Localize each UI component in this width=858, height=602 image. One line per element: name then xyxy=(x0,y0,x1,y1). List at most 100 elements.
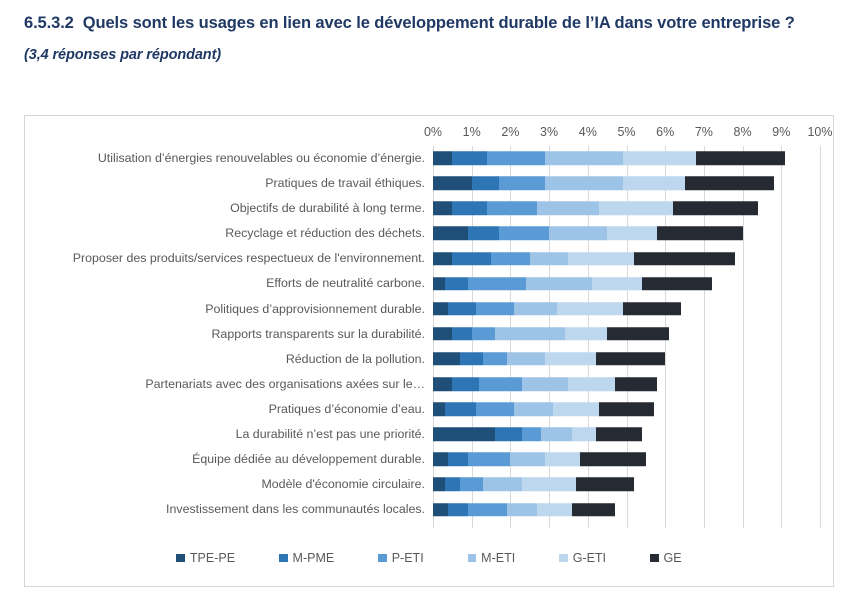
bar-segment-p-eti[interactable] xyxy=(475,302,515,316)
legend-item-m-eti[interactable]: M-ETI xyxy=(467,551,515,565)
bar-segment-m-eti[interactable] xyxy=(525,276,592,291)
bar-segment-p-eti[interactable] xyxy=(475,402,515,416)
stacked-bar[interactable] xyxy=(433,377,658,391)
bar-segment-m-eti[interactable] xyxy=(494,327,565,341)
bar-segment-tpe-pe[interactable] xyxy=(433,201,453,216)
stacked-bar[interactable] xyxy=(433,151,786,165)
bar-segment-tpe-pe[interactable] xyxy=(433,302,449,316)
legend-item-ge[interactable]: GE xyxy=(650,551,682,565)
bar-segment-m-pme[interactable] xyxy=(452,151,488,165)
bar-segment-p-eti[interactable] xyxy=(471,327,495,341)
bar-segment-m-pme[interactable] xyxy=(452,377,480,391)
bar-segment-m-eti[interactable] xyxy=(506,502,538,517)
bar-segment-g-eti[interactable] xyxy=(599,201,673,216)
bar-segment-m-eti[interactable] xyxy=(514,402,553,416)
bar-segment-ge[interactable] xyxy=(607,327,670,341)
bar-row[interactable]: Équipe dédiée au développement durable. xyxy=(25,447,833,471)
bar-segment-tpe-pe[interactable] xyxy=(433,176,472,191)
stacked-bar[interactable] xyxy=(433,427,642,442)
bar-row[interactable]: Utilisation d’énergies renouvelables ou … xyxy=(25,146,833,170)
bar-segment-g-eti[interactable] xyxy=(545,452,581,467)
bar-row[interactable]: Rapports transparents sur la durabilité. xyxy=(25,322,833,346)
bar-row[interactable]: Pratiques d’économie d’eau. xyxy=(25,397,833,421)
bar-segment-ge[interactable] xyxy=(696,151,786,165)
bar-segment-g-eti[interactable] xyxy=(556,302,623,316)
bar-segment-ge[interactable] xyxy=(595,427,642,442)
bar-segment-m-pme[interactable] xyxy=(467,226,499,241)
legend-item-m-pme[interactable]: M-PME xyxy=(279,551,334,565)
bar-segment-ge[interactable] xyxy=(614,377,658,391)
bar-segment-ge[interactable] xyxy=(641,276,712,291)
bar-segment-m-eti[interactable] xyxy=(510,452,546,467)
bar-segment-p-eti[interactable] xyxy=(491,251,530,266)
bar-segment-tpe-pe[interactable] xyxy=(433,276,445,291)
bar-segment-g-eti[interactable] xyxy=(537,502,573,517)
bar-segment-m-eti[interactable] xyxy=(545,176,623,191)
bar-segment-m-pme[interactable] xyxy=(452,251,492,266)
legend-item-g-eti[interactable]: G-ETI xyxy=(559,551,606,565)
bar-segment-p-eti[interactable] xyxy=(522,427,542,442)
bar-segment-ge[interactable] xyxy=(622,302,681,316)
bar-segment-tpe-pe[interactable] xyxy=(433,327,453,341)
bar-segment-p-eti[interactable] xyxy=(498,176,546,191)
stacked-bar[interactable] xyxy=(433,276,712,291)
stacked-bar[interactable] xyxy=(433,251,735,266)
bar-segment-m-eti[interactable] xyxy=(529,251,569,266)
bar-segment-m-eti[interactable] xyxy=(522,377,569,391)
bar-segment-p-eti[interactable] xyxy=(467,276,526,291)
bar-segment-m-pme[interactable] xyxy=(494,427,522,442)
stacked-bar[interactable] xyxy=(433,176,774,191)
bar-segment-ge[interactable] xyxy=(684,176,774,191)
bar-segment-g-eti[interactable] xyxy=(545,352,596,366)
bar-segment-tpe-pe[interactable] xyxy=(433,452,449,467)
bar-segment-g-eti[interactable] xyxy=(607,226,658,241)
bar-segment-tpe-pe[interactable] xyxy=(433,427,495,442)
bar-segment-m-pme[interactable] xyxy=(471,176,499,191)
bar-segment-m-pme[interactable] xyxy=(460,352,484,366)
stacked-bar[interactable] xyxy=(433,402,654,416)
bar-segment-m-pme[interactable] xyxy=(448,502,468,517)
stacked-bar[interactable] xyxy=(433,327,670,341)
bar-row[interactable]: La durabilité n’est pas une priorité. xyxy=(25,422,833,446)
bar-segment-g-eti[interactable] xyxy=(522,477,577,492)
legend-item-tpe-pe[interactable]: TPE-PE xyxy=(176,551,235,565)
bar-segment-ge[interactable] xyxy=(672,201,759,216)
bar-segment-g-eti[interactable] xyxy=(622,176,685,191)
bar-segment-m-eti[interactable] xyxy=(537,201,600,216)
bar-segment-g-eti[interactable] xyxy=(622,151,697,165)
bar-segment-tpe-pe[interactable] xyxy=(433,377,453,391)
bar-segment-p-eti[interactable] xyxy=(467,502,507,517)
bar-segment-g-eti[interactable] xyxy=(572,427,596,442)
legend-item-p-eti[interactable]: P-ETI xyxy=(378,551,424,565)
bar-row[interactable]: Réduction de la pollution. xyxy=(25,347,833,371)
bar-segment-tpe-pe[interactable] xyxy=(433,502,449,517)
bar-segment-g-eti[interactable] xyxy=(568,377,615,391)
bar-row[interactable]: Objectifs de durabilité à long terme. xyxy=(25,196,833,220)
bar-segment-m-pme[interactable] xyxy=(444,402,476,416)
bar-segment-ge[interactable] xyxy=(595,352,666,366)
bar-segment-m-pme[interactable] xyxy=(448,302,476,316)
bar-segment-p-eti[interactable] xyxy=(487,151,546,165)
bar-segment-m-pme[interactable] xyxy=(444,276,468,291)
bar-row[interactable]: Efforts de neutralité carbone. xyxy=(25,272,833,296)
stacked-bar[interactable] xyxy=(433,452,646,467)
bar-segment-tpe-pe[interactable] xyxy=(433,477,445,492)
bar-row[interactable]: Partenariats avec des organisations axée… xyxy=(25,372,833,396)
bar-segment-m-pme[interactable] xyxy=(444,477,461,492)
bar-segment-g-eti[interactable] xyxy=(591,276,642,291)
bar-segment-p-eti[interactable] xyxy=(479,377,522,391)
bar-segment-ge[interactable] xyxy=(572,502,615,517)
bar-row[interactable]: Modèle d'économie circulaire. xyxy=(25,472,833,496)
bar-segment-g-eti[interactable] xyxy=(552,402,600,416)
bar-segment-p-eti[interactable] xyxy=(498,226,550,241)
bar-segment-m-eti[interactable] xyxy=(549,226,608,241)
bar-row[interactable]: Politiques d’approvisionnement durable. xyxy=(25,297,833,321)
bar-segment-m-pme[interactable] xyxy=(452,327,472,341)
stacked-bar[interactable] xyxy=(433,502,615,517)
bar-segment-tpe-pe[interactable] xyxy=(433,151,453,165)
bar-row[interactable]: Pratiques de travail éthiques. xyxy=(25,171,833,195)
bar-segment-tpe-pe[interactable] xyxy=(433,226,468,241)
bar-segment-g-eti[interactable] xyxy=(564,327,608,341)
bar-segment-ge[interactable] xyxy=(657,226,743,241)
stacked-bar[interactable] xyxy=(433,477,635,492)
